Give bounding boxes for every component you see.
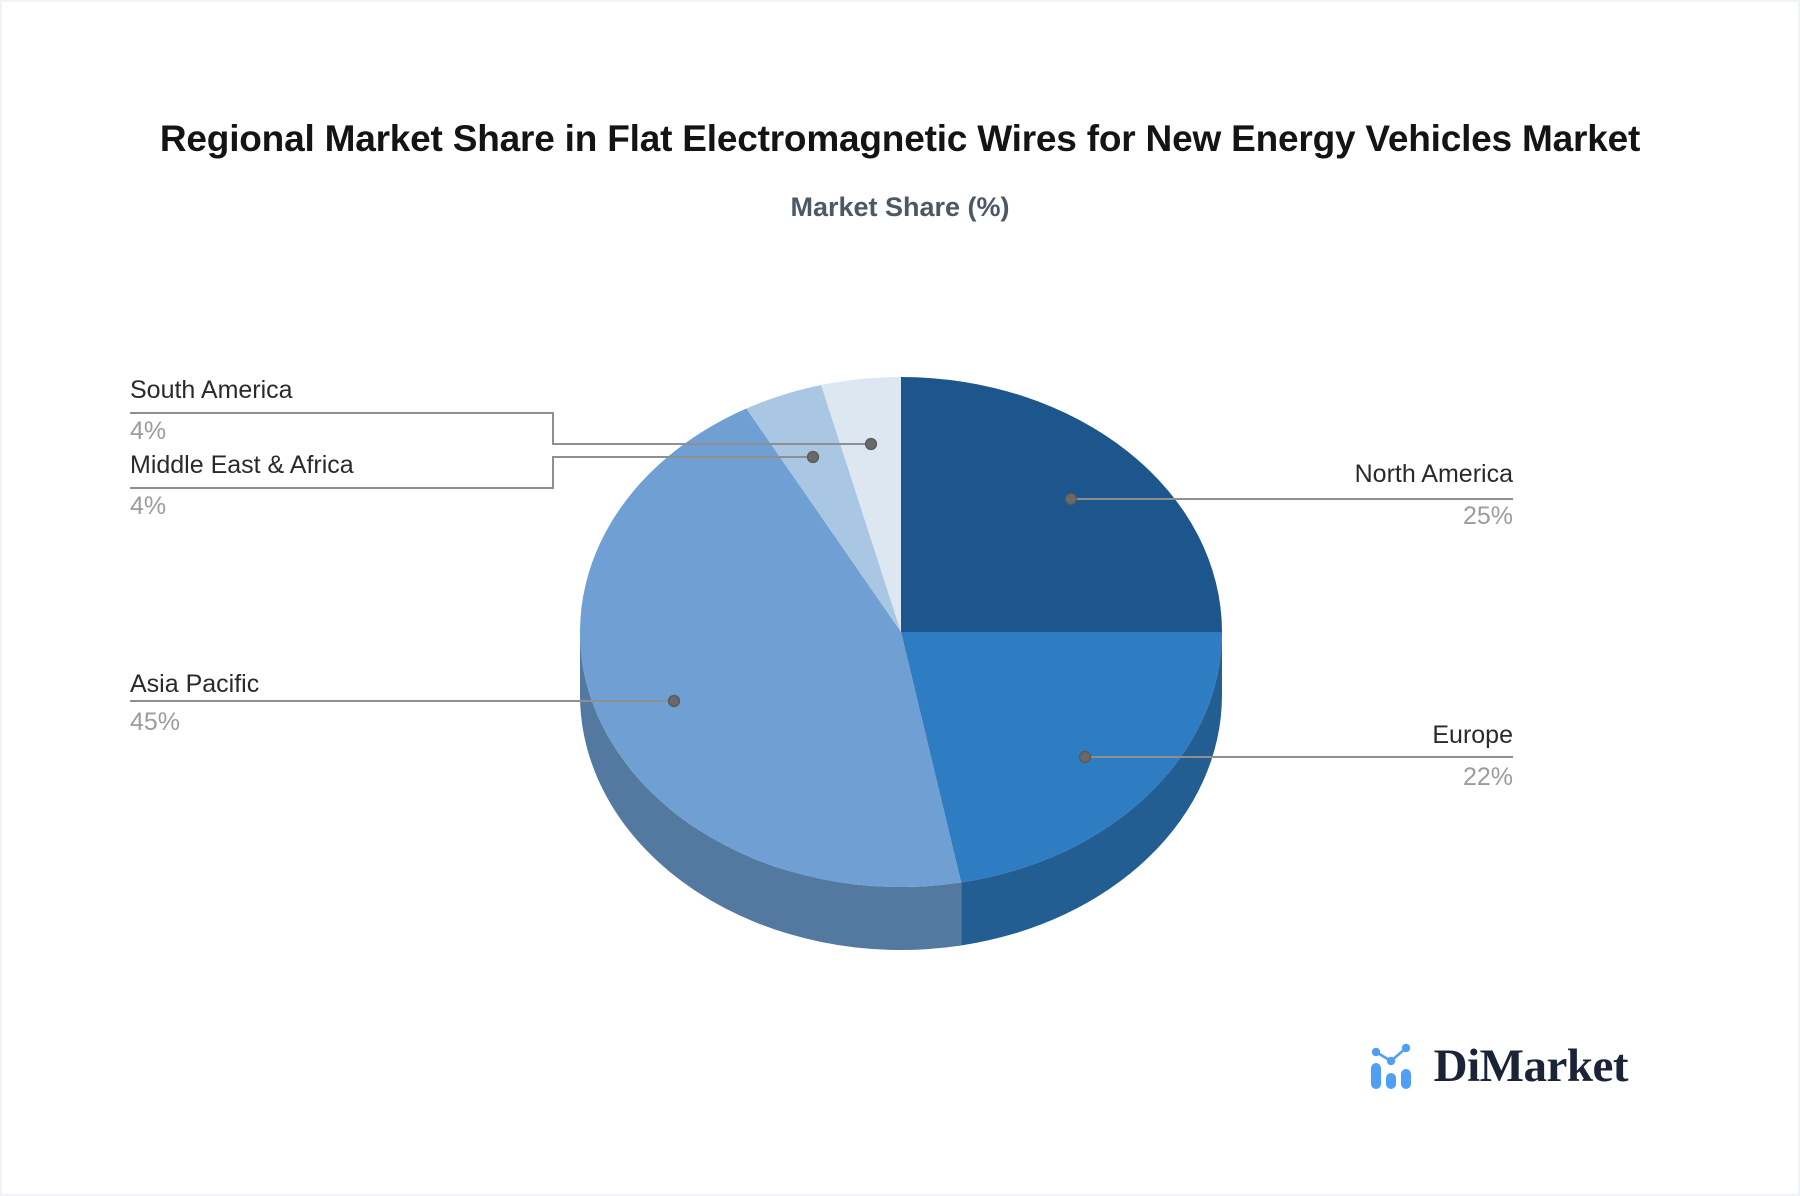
- pie-slice-asia-pacific[interactable]: [579, 408, 962, 888]
- brand-logo-text: DiMarket: [1433, 1040, 1629, 1092]
- pie-slice-side-asia-pacific: [580, 632, 962, 951]
- callout-value-south-america: 4%: [130, 417, 167, 445]
- callout-value-middle-east-africa: 4%: [130, 492, 167, 520]
- pie-slice-side-europe: [961, 632, 1222, 946]
- bar-line-chart-icon: [1370, 1043, 1411, 1089]
- pie-slice-europe[interactable]: [901, 632, 1222, 883]
- callout-value-north-america: 25%: [1462, 502, 1513, 530]
- brand-logo: DiMarket: [1369, 1038, 1629, 1092]
- callout-value-asia-pacific: 45%: [130, 708, 181, 736]
- leader-line-middle-east-africa: [130, 456, 813, 489]
- pie-slice-north-america[interactable]: [901, 377, 1222, 632]
- leader-line-south-america: [130, 412, 871, 445]
- pie-slice-middle-east-africa[interactable]: [746, 385, 901, 632]
- callout-label-europe: Europe: [1432, 721, 1513, 749]
- leader-dot-north-america: [1064, 492, 1078, 506]
- callout-label-north-america: North America: [1354, 460, 1513, 488]
- pie-slice-south-america[interactable]: [821, 377, 901, 632]
- leader-dot-south-america: [864, 437, 878, 451]
- leader-dot-europe: [1078, 750, 1092, 764]
- callout-label-south-america: South America: [130, 376, 293, 404]
- callout-value-europe: 22%: [1462, 763, 1513, 791]
- leader-dot-middle-east-africa: [806, 450, 820, 464]
- chart-subtitle: Market Share (%): [790, 192, 1010, 222]
- chart-title: Regional Market Share in Flat Electromag…: [159, 118, 1641, 159]
- callout-label-middle-east-africa: Middle East & Africa: [130, 451, 354, 479]
- leader-dot-asia-pacific: [667, 694, 681, 708]
- callout-label-asia-pacific: Asia Pacific: [130, 670, 260, 698]
